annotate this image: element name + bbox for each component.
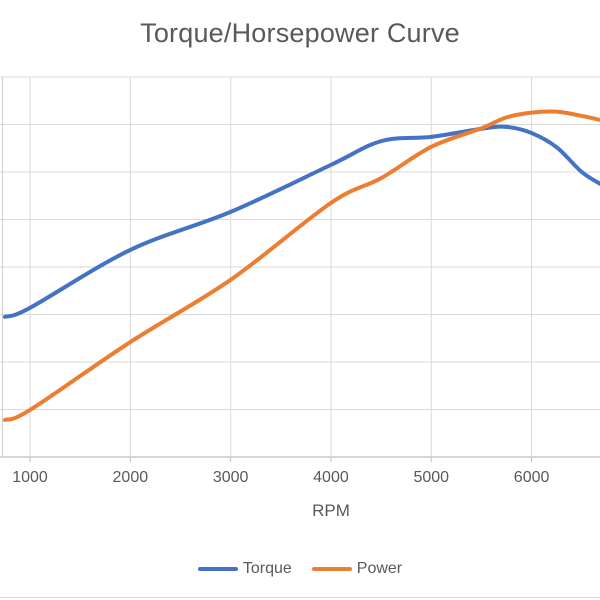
series-line-power <box>2 109 600 422</box>
x-tick-label: 5000 <box>413 469 450 486</box>
x-tick-label: 2000 <box>112 469 149 486</box>
legend-swatch-torque <box>197 567 238 571</box>
x-tick-label: 3000 <box>212 469 249 486</box>
x-tick-label: 6000 <box>513 469 550 486</box>
x-axis-title: RPM <box>312 501 350 520</box>
chart-frame-border <box>0 597 600 598</box>
legend: Torque Power <box>0 560 600 578</box>
legend-swatch-power <box>311 567 352 571</box>
legend-label-torque: Torque <box>242 560 292 577</box>
legend-label-power: Power <box>356 560 403 577</box>
x-tick-label: 1000 <box>12 469 48 486</box>
series-line-torque <box>2 124 600 319</box>
x-tick-label: 4000 <box>313 469 349 486</box>
chart-title: Torque/Horsepower Curve <box>140 18 460 48</box>
